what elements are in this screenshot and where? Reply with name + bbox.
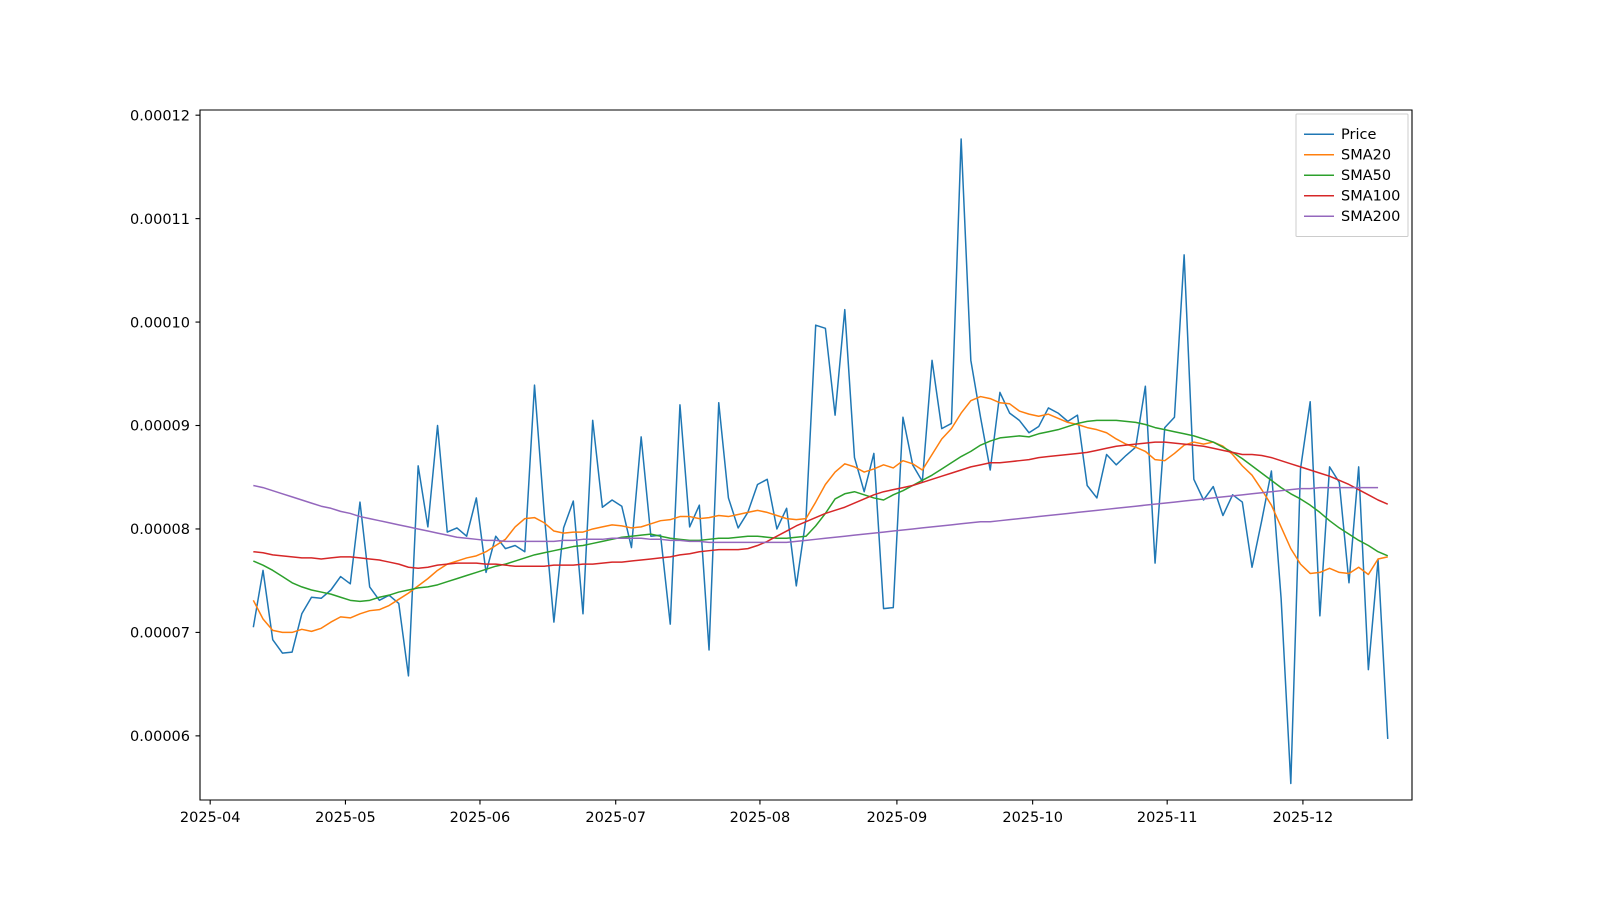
x-tick-label: 2025-12 bbox=[1273, 810, 1334, 826]
legend-background bbox=[1295, 113, 1409, 237]
y-tick-label: 0.00010 bbox=[130, 315, 190, 331]
series-line-sma100 bbox=[253, 441, 1389, 570]
series-line-sma200 bbox=[253, 484, 1379, 544]
legend-label-sma200[interactable]: SMA200 bbox=[1341, 209, 1400, 225]
series-line-sma50 bbox=[253, 419, 1389, 603]
y-tick-label: 0.00012 bbox=[130, 108, 190, 124]
y-tick-label: 0.00011 bbox=[130, 212, 190, 228]
series-line-sma20 bbox=[252, 395, 1388, 634]
legend-label-sma100[interactable]: SMA100 bbox=[1341, 188, 1400, 204]
x-tick-label: 2025-08 bbox=[730, 810, 791, 826]
x-tick-label: 2025-09 bbox=[867, 810, 928, 826]
legend-label-price[interactable]: Price bbox=[1341, 127, 1376, 143]
plot-background bbox=[200, 110, 1412, 800]
x-tick-label: 2025-11 bbox=[1137, 810, 1198, 826]
x-tick-label: 2025-07 bbox=[585, 810, 646, 826]
series-line-price bbox=[252, 138, 1389, 785]
y-tick-label: 0.00007 bbox=[130, 626, 190, 642]
data-series-group bbox=[252, 138, 1389, 785]
legend-label-sma50[interactable]: SMA50 bbox=[1341, 168, 1391, 184]
y-tick-label: 0.00008 bbox=[130, 522, 190, 538]
x-tick-label: 2025-04 bbox=[180, 810, 241, 826]
y-tick-label: 0.00006 bbox=[130, 729, 190, 745]
plot-area: 0.00006 0.00007 0.00008 0.00009 0.00010 0.000… bbox=[130, 108, 1413, 826]
y-tick-label: 0.00009 bbox=[130, 419, 190, 435]
legend-label-sma20[interactable]: SMA20 bbox=[1341, 147, 1391, 163]
x-tick-label: 2025-06 bbox=[450, 810, 511, 826]
x-axis-ticks: 2025-04 2025-05 2025-06 2025-07 2025-08 2025-… bbox=[180, 800, 1333, 826]
axes-spines bbox=[199, 109, 1413, 801]
x-tick-label: 2025-10 bbox=[1002, 810, 1063, 826]
y-axis-ticks: 0.00006 0.00007 0.00008 0.00009 0.00010 0.000… bbox=[130, 108, 200, 745]
chart-legend[interactable]: Price SMA20 SMA50 SMA100 SMA200 bbox=[1295, 113, 1409, 237]
x-tick-label: 2025-05 bbox=[315, 810, 376, 826]
